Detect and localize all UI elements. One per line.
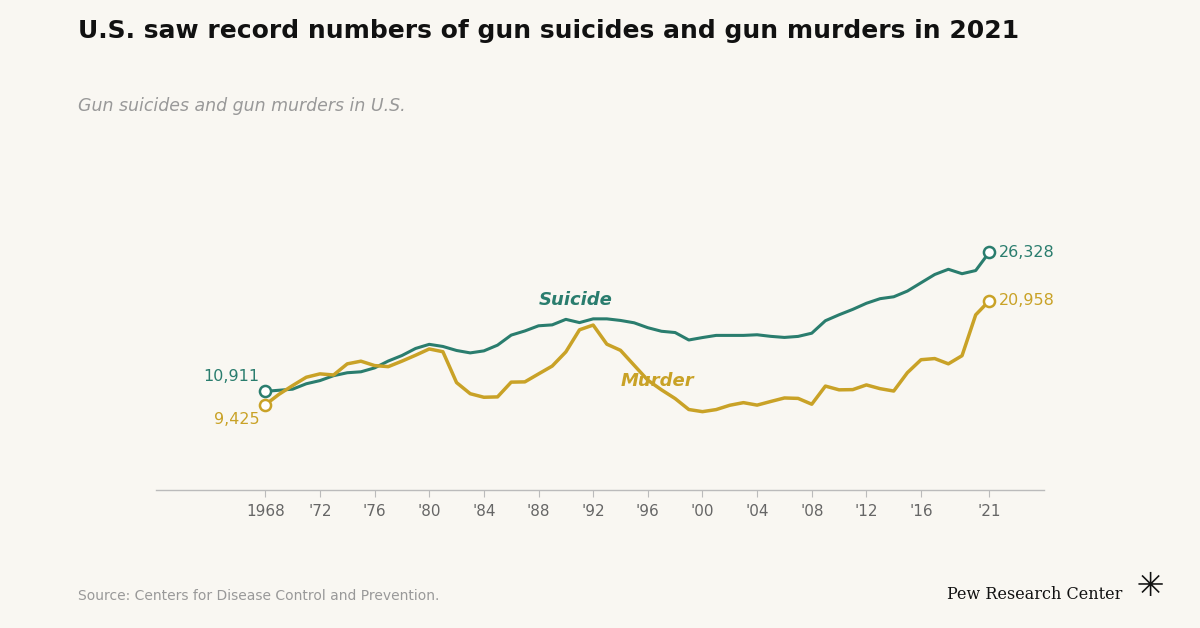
Text: 10,911: 10,911 — [203, 369, 259, 384]
Text: Source: Centers for Disease Control and Prevention.: Source: Centers for Disease Control and … — [78, 589, 439, 603]
Text: 26,328: 26,328 — [998, 245, 1055, 259]
Text: 20,958: 20,958 — [998, 293, 1055, 308]
Text: ✳: ✳ — [1126, 570, 1164, 603]
Text: 9,425: 9,425 — [214, 413, 259, 427]
Text: Suicide: Suicide — [539, 291, 612, 309]
Text: Murder: Murder — [620, 372, 694, 391]
Text: U.S. saw record numbers of gun suicides and gun murders in 2021: U.S. saw record numbers of gun suicides … — [78, 19, 1019, 43]
Text: Gun suicides and gun murders in U.S.: Gun suicides and gun murders in U.S. — [78, 97, 406, 116]
Text: Pew Research Center: Pew Research Center — [947, 586, 1122, 603]
